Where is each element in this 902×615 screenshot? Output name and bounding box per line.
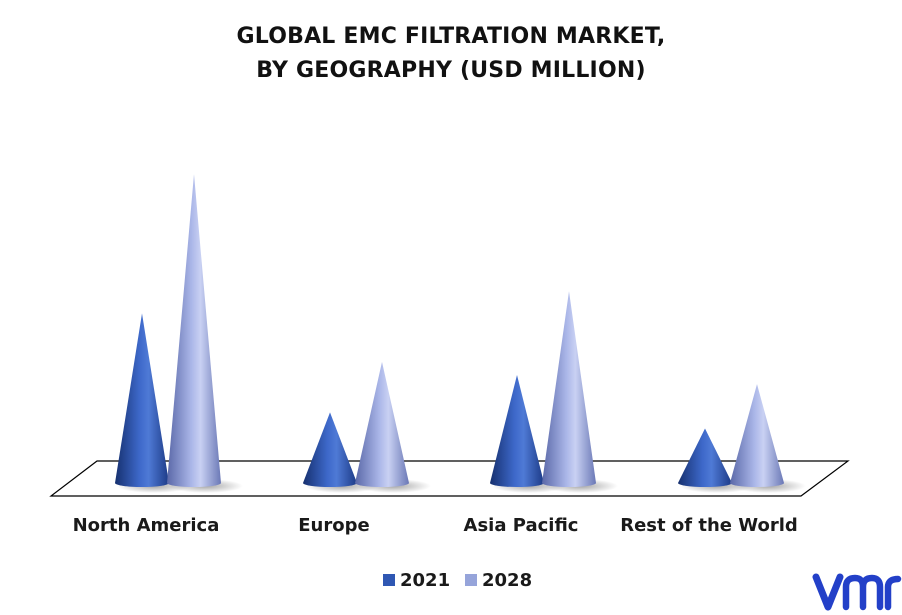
legend: 2021 2028 [383, 570, 532, 591]
chart-title: GLOBAL EMC FILTRATION MARKET, BY GEOGRAP… [0, 20, 902, 88]
category-label: Rest of the World [620, 515, 798, 536]
vmr-logo-icon [812, 573, 902, 611]
legend-swatch-2028 [465, 574, 477, 586]
cone-2028-north-america [167, 174, 221, 487]
cone-2021-europe [303, 412, 357, 487]
category-label: North America [73, 515, 220, 536]
cone-2021-asia-pacific [490, 374, 544, 487]
legend-swatch-2021 [383, 574, 395, 586]
cone-2028-asia-pacific [542, 291, 596, 487]
chart-title-line-2: BY GEOGRAPHY (USD MILLION) [256, 58, 646, 83]
legend-label-2021: 2021 [400, 570, 450, 591]
cone-2028-europe [355, 361, 409, 487]
cone-2021-rest-of-the-world [678, 428, 732, 487]
cone-2028-rest-of-the-world [730, 384, 784, 487]
cone-2021-north-america [115, 313, 169, 487]
chart-floor [49, 460, 850, 497]
chart-title-line-1: GLOBAL EMC FILTRATION MARKET, [236, 24, 666, 49]
category-label: Asia Pacific [464, 515, 579, 536]
legend-label-2028: 2028 [482, 570, 532, 591]
category-label: Europe [298, 515, 369, 536]
